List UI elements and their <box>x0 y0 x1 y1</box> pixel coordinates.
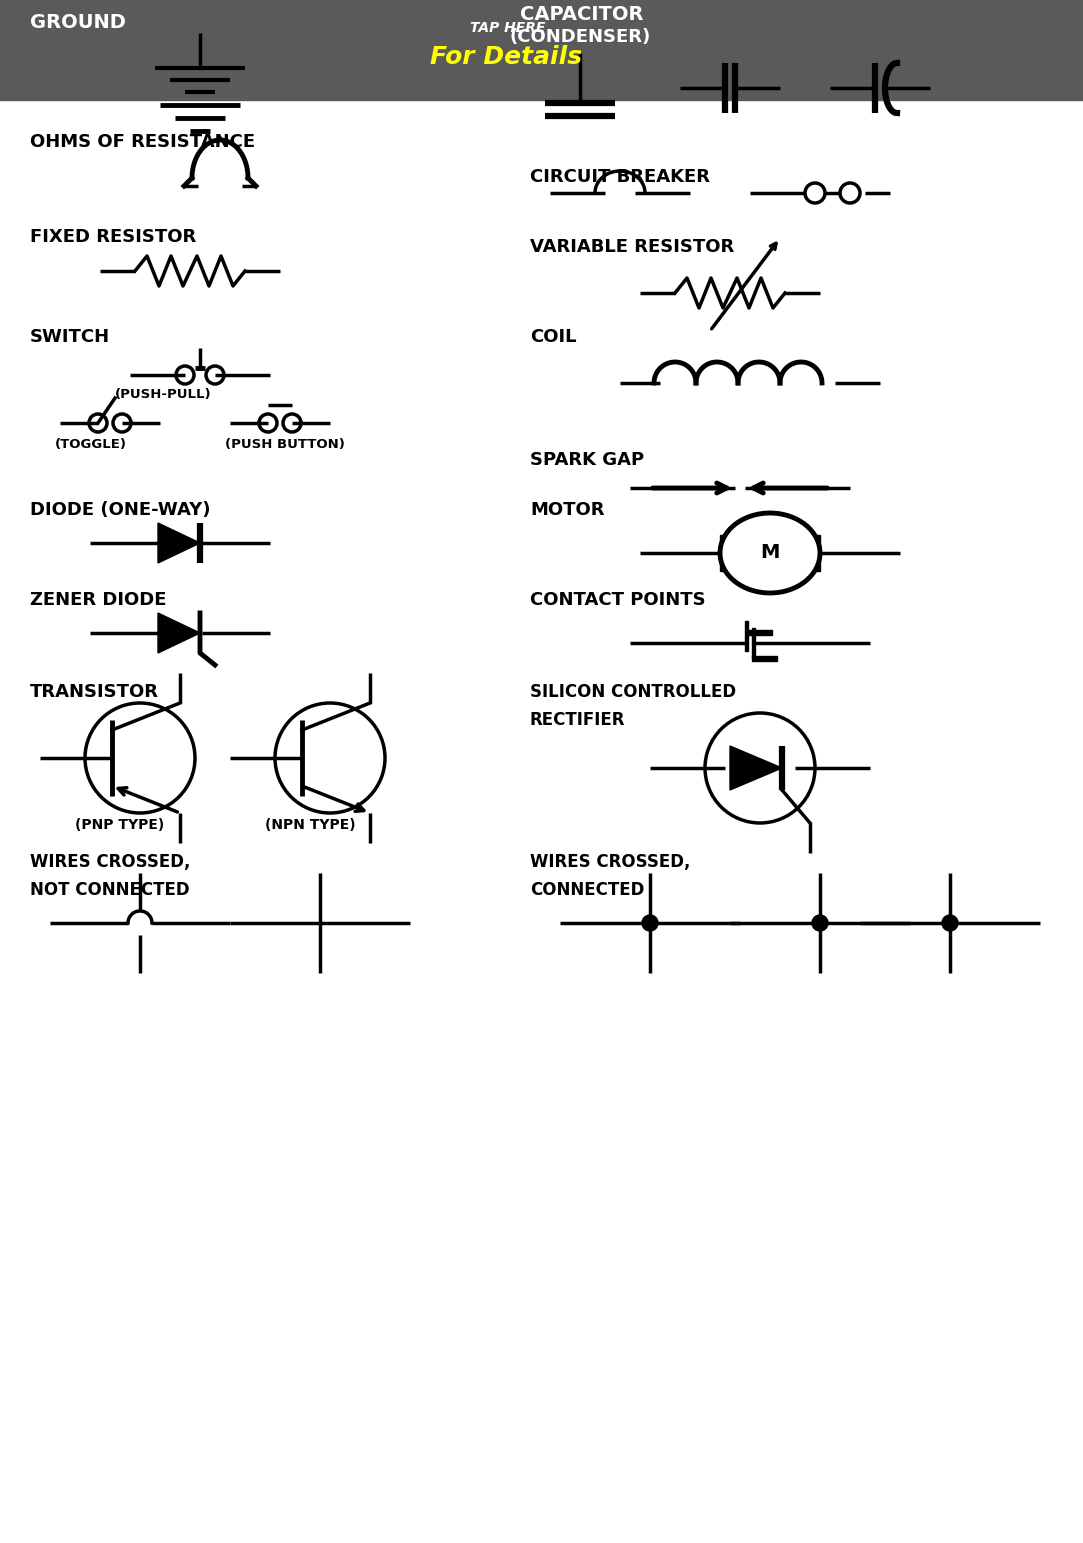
Polygon shape <box>158 523 200 563</box>
Text: NOT CONNECTED: NOT CONNECTED <box>30 881 190 900</box>
Text: TRANSISTOR: TRANSISTOR <box>30 684 159 701</box>
Text: (TOGGLE): (TOGGLE) <box>55 438 127 451</box>
Circle shape <box>942 915 958 930</box>
Ellipse shape <box>720 512 820 593</box>
Text: TAP HERE: TAP HERE <box>470 22 546 35</box>
Bar <box>815 535 820 571</box>
Text: (NPN TYPE): (NPN TYPE) <box>265 818 355 832</box>
Text: SILICON CONTROLLED: SILICON CONTROLLED <box>530 684 736 701</box>
Bar <box>747 630 772 636</box>
Text: VARIABLE RESISTOR: VARIABLE RESISTOR <box>530 238 734 256</box>
Text: MOTOR: MOTOR <box>530 501 604 518</box>
Text: COIL: COIL <box>530 329 576 346</box>
Text: CAPACITOR: CAPACITOR <box>520 5 643 25</box>
Circle shape <box>642 915 658 930</box>
Polygon shape <box>730 745 782 790</box>
Text: DIODE (ONE-WAY): DIODE (ONE-WAY) <box>30 501 210 518</box>
Circle shape <box>812 915 828 930</box>
Text: WIRES CROSSED,: WIRES CROSSED, <box>30 853 191 870</box>
Bar <box>752 656 777 660</box>
Text: CONNECTED: CONNECTED <box>530 881 644 900</box>
Text: CONTACT POINTS: CONTACT POINTS <box>530 591 706 609</box>
Text: OHMS OF RESISTANCE: OHMS OF RESISTANCE <box>30 133 256 151</box>
Text: For Details: For Details <box>430 45 583 69</box>
Text: (PUSH BUTTON): (PUSH BUTTON) <box>225 438 344 451</box>
Text: FIXED RESISTOR: FIXED RESISTOR <box>30 228 196 245</box>
Text: M: M <box>760 543 780 563</box>
Text: WIRES CROSSED,: WIRES CROSSED, <box>530 853 690 870</box>
Text: (PNP TYPE): (PNP TYPE) <box>75 818 165 832</box>
Text: GROUND: GROUND <box>30 12 126 32</box>
Polygon shape <box>158 613 200 653</box>
Text: SWITCH: SWITCH <box>30 329 110 346</box>
Text: (CONDENSER): (CONDENSER) <box>510 28 651 46</box>
Text: CIRCUIT BREAKER: CIRCUIT BREAKER <box>530 168 710 187</box>
Text: RECTIFIER: RECTIFIER <box>530 711 626 728</box>
Bar <box>745 620 748 651</box>
Bar <box>720 535 725 571</box>
Text: (PUSH-PULL): (PUSH-PULL) <box>115 387 211 401</box>
Text: ZENER DIODE: ZENER DIODE <box>30 591 167 609</box>
Bar <box>0 0 1083 100</box>
Bar <box>752 628 755 657</box>
Text: SPARK GAP: SPARK GAP <box>530 451 644 469</box>
